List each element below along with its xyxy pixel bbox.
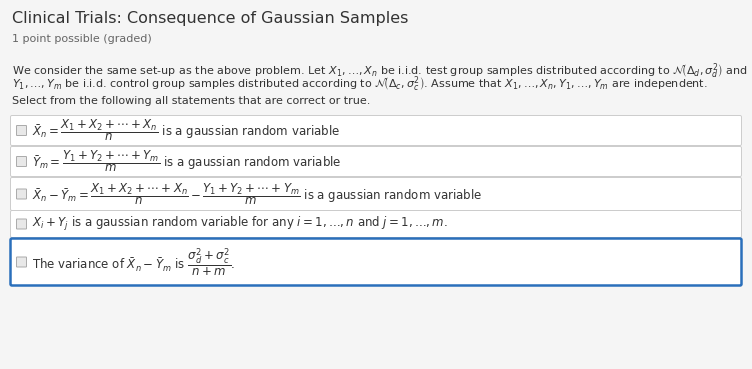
Text: $X_i + Y_j$ is a gaussian random variable for any $i = 1, \ldots, n$ and $j = 1,: $X_i + Y_j$ is a gaussian random variabl… [32, 215, 447, 233]
FancyBboxPatch shape [17, 156, 26, 166]
Text: Clinical Trials: Consequence of Gaussian Samples: Clinical Trials: Consequence of Gaussian… [12, 11, 408, 26]
FancyBboxPatch shape [11, 210, 741, 238]
FancyBboxPatch shape [17, 189, 26, 199]
FancyBboxPatch shape [11, 177, 741, 210]
FancyBboxPatch shape [17, 125, 26, 135]
FancyBboxPatch shape [17, 219, 26, 229]
FancyBboxPatch shape [11, 238, 741, 286]
Text: We consider the same set-up as the above problem. Let $X_1, \ldots, X_n$ be i.i.: We consider the same set-up as the above… [12, 62, 752, 82]
Text: $\bar{Y}_m = \dfrac{Y_1+Y_2+\cdots+Y_m}{m}$ is a gaussian random variable: $\bar{Y}_m = \dfrac{Y_1+Y_2+\cdots+Y_m}{… [32, 149, 341, 175]
Text: 1 point possible (graded): 1 point possible (graded) [12, 34, 152, 44]
FancyBboxPatch shape [11, 115, 741, 145]
FancyBboxPatch shape [17, 257, 26, 267]
Text: $Y_1, \ldots, Y_m$ be i.i.d. control group samples distributed according to $\ma: $Y_1, \ldots, Y_m$ be i.i.d. control gro… [12, 75, 708, 94]
Text: $\bar{X}_n = \dfrac{X_1+X_2+\cdots+X_n}{n}$ is a gaussian random variable: $\bar{X}_n = \dfrac{X_1+X_2+\cdots+X_n}{… [32, 118, 340, 144]
Text: $\bar{X}_n - \bar{Y}_m = \dfrac{X_1+X_2+\cdots+X_n}{n} - \dfrac{Y_1+Y_2+\cdots+Y: $\bar{X}_n - \bar{Y}_m = \dfrac{X_1+X_2+… [32, 181, 482, 207]
Text: The variance of $\bar{X}_n - \bar{Y}_m$ is $\dfrac{\sigma_d^2+\sigma_c^2}{n+m}$.: The variance of $\bar{X}_n - \bar{Y}_m$ … [32, 246, 235, 278]
FancyBboxPatch shape [11, 146, 741, 176]
Text: Select from the following all statements that are correct or true.: Select from the following all statements… [12, 96, 371, 106]
